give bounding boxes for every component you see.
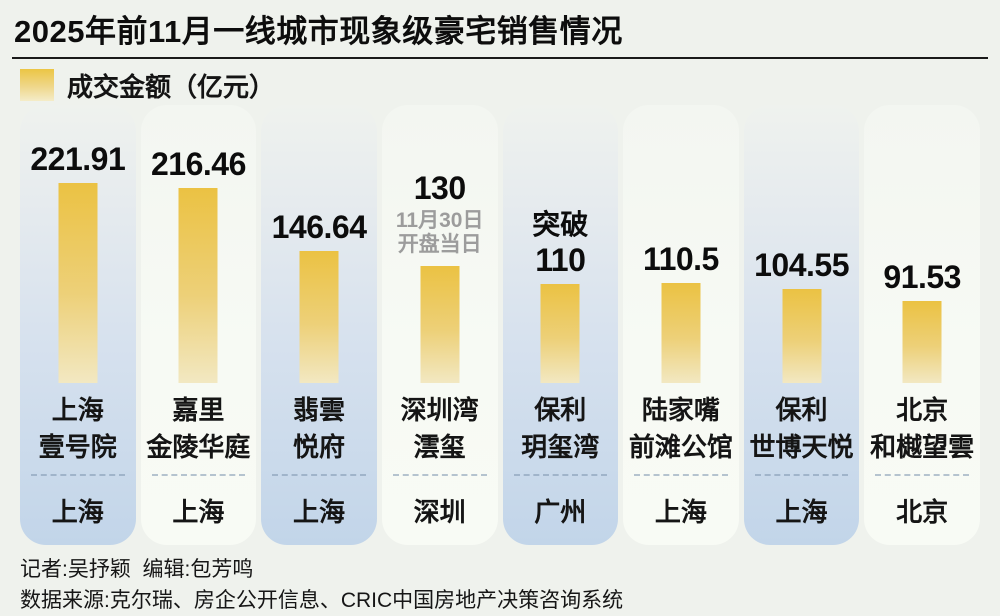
city-label: 上海	[293, 497, 346, 528]
city-label: 广州	[534, 497, 587, 528]
chart-column-2: 216.46 嘉里金陵华庭上海	[140, 105, 257, 546]
legend: 成交金额（亿元）	[20, 68, 1000, 102]
project-name-line: 和樾望雲	[870, 432, 975, 463]
project-name-line: 保利	[534, 395, 587, 426]
bar	[420, 266, 460, 384]
value-label: 221.91	[14, 140, 142, 177]
value-label: 216.46	[135, 145, 263, 182]
value-note-line: 开盘当日	[397, 233, 482, 257]
dashed-divider	[634, 474, 728, 477]
project-name: 陆家嘴 前滩公馆	[615, 392, 747, 466]
project-name-line: 嘉里	[172, 395, 225, 426]
dashed-divider	[754, 474, 849, 477]
value-label: 146.64	[255, 208, 383, 245]
chart-column-1: 221.91 上海 壹号院 上海	[20, 105, 136, 546]
project-name-line: 玥玺湾	[521, 432, 600, 463]
value-note-line: 11月30日	[395, 208, 484, 232]
project-name: 保利 玥玺湾	[495, 392, 627, 466]
project-name-line: 翡雲	[293, 395, 346, 426]
city-label: 上海	[172, 497, 225, 528]
city-label: 上海	[775, 497, 828, 528]
city-label: 北京	[896, 497, 949, 528]
chart-column-8: 91.53 北京 和樾望雲 北京	[864, 105, 980, 546]
value-number: 91.53	[883, 258, 961, 295]
value-number: 216.46	[151, 145, 246, 182]
chart-column-6: 110.5 陆家嘴前滩公馆上海	[623, 105, 739, 546]
footer-credits: 记者:吴抒颖 编辑:包芳鸣	[20, 558, 254, 582]
footer-source: 数据来源:克尔瑞、房企公开信息、CRIC中国房地产决策咨询系统	[20, 588, 624, 612]
chart-column-7: 104.55 保利世博天悦上海	[743, 105, 860, 546]
value-number: 221.91	[30, 140, 126, 177]
city-label: 深圳	[413, 497, 466, 528]
dashed-divider	[875, 474, 969, 477]
chart-column-4: 130 11月30日 开盘当日深圳湾澐玺深圳	[381, 105, 498, 546]
dashed-divider	[31, 474, 125, 477]
bar	[299, 251, 339, 384]
project-name-line: 壹号院	[38, 432, 117, 463]
project-name-line: 澐玺	[413, 432, 466, 463]
page-title: 2025年前11月一线城市现象级豪宅销售情况	[14, 14, 623, 49]
value-note: 11月30日 开盘当日	[376, 209, 504, 259]
dashed-divider	[513, 474, 608, 477]
project-name-line: 悦府	[293, 432, 346, 463]
chart: 221.91 上海 壹号院 上海 216.46 嘉里 金陵华庭 上海 146.64 翡雲 悦府 上海 1…	[20, 105, 980, 546]
value-label: 110.5	[617, 240, 745, 277]
project-name: 北京 和樾望雲	[856, 392, 988, 466]
value-label: 突破 110	[497, 209, 625, 278]
value-label: 130 11月30日 开盘当日	[376, 172, 504, 258]
bar	[540, 284, 580, 384]
project-name-line: 金陵华庭	[146, 432, 251, 463]
value-number: 110	[535, 241, 586, 278]
project-name-line: 陆家嘴	[641, 395, 720, 426]
value-number: 104.55	[754, 246, 849, 283]
project-name-line: 世博天悦	[749, 432, 854, 463]
city-label: 上海	[654, 497, 707, 528]
project-name-line: 前滩公馆	[628, 432, 733, 463]
title-underline	[12, 57, 988, 60]
dashed-divider	[151, 474, 246, 477]
value-number: 146.64	[271, 208, 367, 245]
project-name: 保利 世博天悦	[736, 392, 868, 466]
project-name-line: 北京	[896, 395, 949, 426]
dashed-divider	[392, 474, 487, 477]
city-label: 上海	[51, 497, 104, 528]
value-number: 110.5	[643, 240, 719, 277]
chart-column-5: 突破 110 保利玥玺湾广州	[502, 105, 619, 546]
value-label: 104.55	[738, 246, 866, 283]
chart-column-3: 146.64 翡雲悦府上海	[261, 105, 377, 546]
project-name-line: 深圳湾	[400, 395, 479, 426]
bar	[782, 289, 822, 384]
legend-label: 成交金额（亿元）	[67, 71, 276, 102]
legend-swatch-icon	[20, 69, 54, 102]
project-name: 嘉里 金陵华庭	[133, 392, 265, 466]
project-name-line: 上海	[51, 395, 104, 426]
bar	[178, 188, 218, 384]
dashed-divider	[272, 474, 366, 477]
bar	[58, 183, 98, 384]
footer: 记者:吴抒颖 编辑:包芳鸣 数据来源:克尔瑞、房企公开信息、CRIC中国房地产决…	[20, 555, 980, 616]
project-name: 上海 壹号院	[12, 392, 144, 466]
value-label: 91.53	[858, 258, 986, 295]
bar	[902, 301, 942, 384]
project-name-line: 保利	[775, 395, 828, 426]
value-prefix: 突破	[532, 209, 589, 241]
value-number: 130	[413, 170, 466, 207]
project-name: 深圳湾 澐玺	[374, 392, 506, 466]
project-name: 翡雲 悦府	[253, 392, 385, 466]
bar	[661, 283, 701, 384]
